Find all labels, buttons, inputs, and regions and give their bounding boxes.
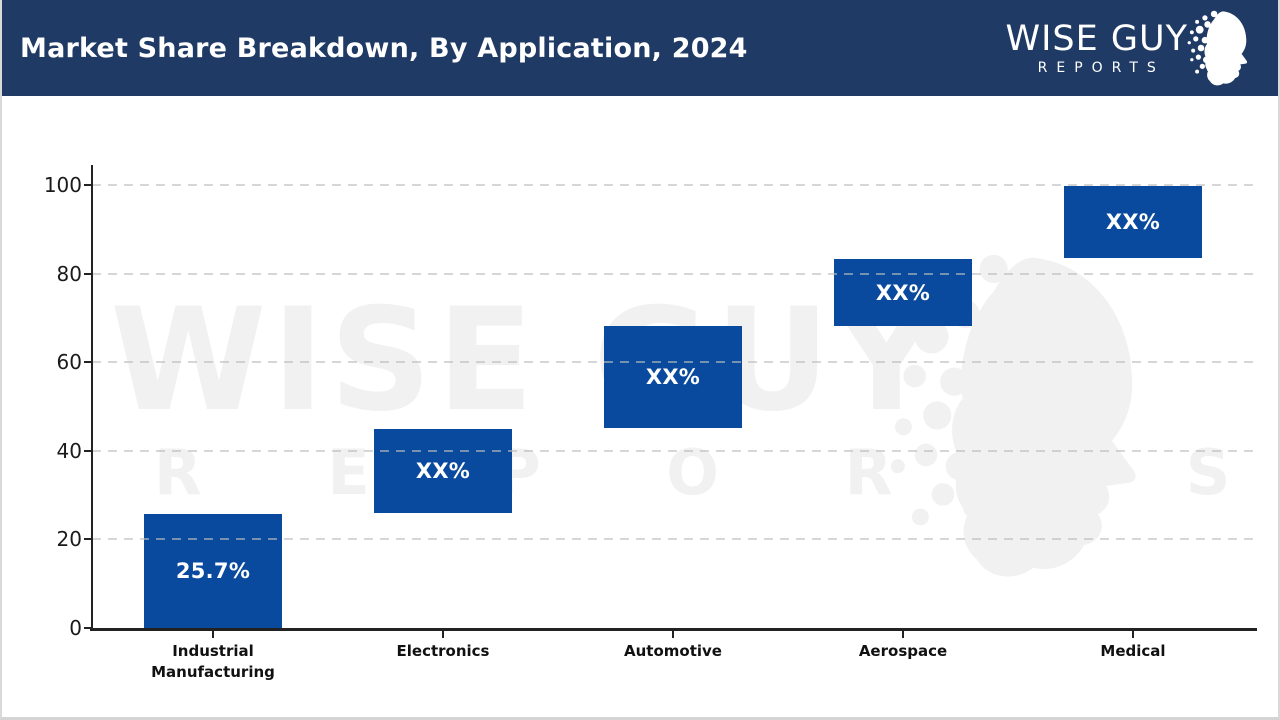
bar-value-label: XX% <box>1105 209 1161 234</box>
bar-segment: 25.7% <box>144 514 282 628</box>
x-axis-category-label: Industrial Manufacturing <box>151 642 275 681</box>
y-axis-tick-mark <box>84 538 92 541</box>
x-axis-tick-mark <box>902 631 904 638</box>
bar-value-label: 25.7% <box>175 559 251 584</box>
brand-subtitle: REPORTS <box>1037 60 1165 76</box>
bar-value-label: XX% <box>415 458 471 483</box>
page-title: Market Share Breakdown, By Application, … <box>20 32 748 64</box>
bar-segment: XX% <box>374 428 512 513</box>
x-axis-tick-mark <box>1132 631 1134 638</box>
bar-segment: XX% <box>604 326 742 428</box>
brand-logo: WISE GUY REPORTS <box>1005 8 1256 88</box>
bar-segment: XX% <box>834 258 972 327</box>
y-axis-tick-mark <box>84 272 92 275</box>
x-axis-category-label: Electronics <box>396 642 490 660</box>
x-axis-category-label: Aerospace <box>858 642 948 660</box>
y-axis-tick-label: 100 <box>43 173 82 197</box>
dotted-head-logo-icon <box>1184 8 1256 88</box>
y-gridline <box>92 361 1255 364</box>
y-gridline <box>92 272 1255 275</box>
y-gridline <box>92 449 1255 452</box>
header-bar: Market Share Breakdown, By Application, … <box>2 0 1278 96</box>
y-axis-tick-label: 40 <box>56 438 82 463</box>
bar-segment: XX% <box>1064 185 1202 259</box>
x-axis-tick-mark <box>442 631 444 638</box>
brand-name: WISE GUY <box>1005 19 1188 59</box>
y-gridline <box>92 538 1255 541</box>
y-axis-tick-label: 20 <box>56 527 82 552</box>
bar-value-label: XX% <box>645 365 701 390</box>
y-axis-tick-label: 0 <box>69 616 82 640</box>
y-axis-tick-label: 60 <box>56 350 82 375</box>
y-axis-tick-mark <box>84 449 92 452</box>
x-axis-category-label: Automotive <box>624 642 722 660</box>
y-axis-line <box>91 165 93 631</box>
watermark-brand-subtitle: R E P O R T S <box>154 436 1280 509</box>
bar-value-label: XX% <box>875 280 931 305</box>
brand-logo-text: WISE GUY REPORTS <box>1005 20 1188 76</box>
x-axis-tick-mark <box>672 631 674 638</box>
y-axis-tick-mark <box>84 361 92 364</box>
y-axis-tick-mark <box>84 184 92 186</box>
x-axis-line <box>90 628 1257 631</box>
x-axis-category-label: Medical <box>1100 642 1166 660</box>
y-gridline <box>92 184 1255 186</box>
y-axis-tick-mark <box>84 627 92 629</box>
y-axis-tick-label: 80 <box>56 261 82 286</box>
x-axis-tick-mark <box>212 631 214 638</box>
